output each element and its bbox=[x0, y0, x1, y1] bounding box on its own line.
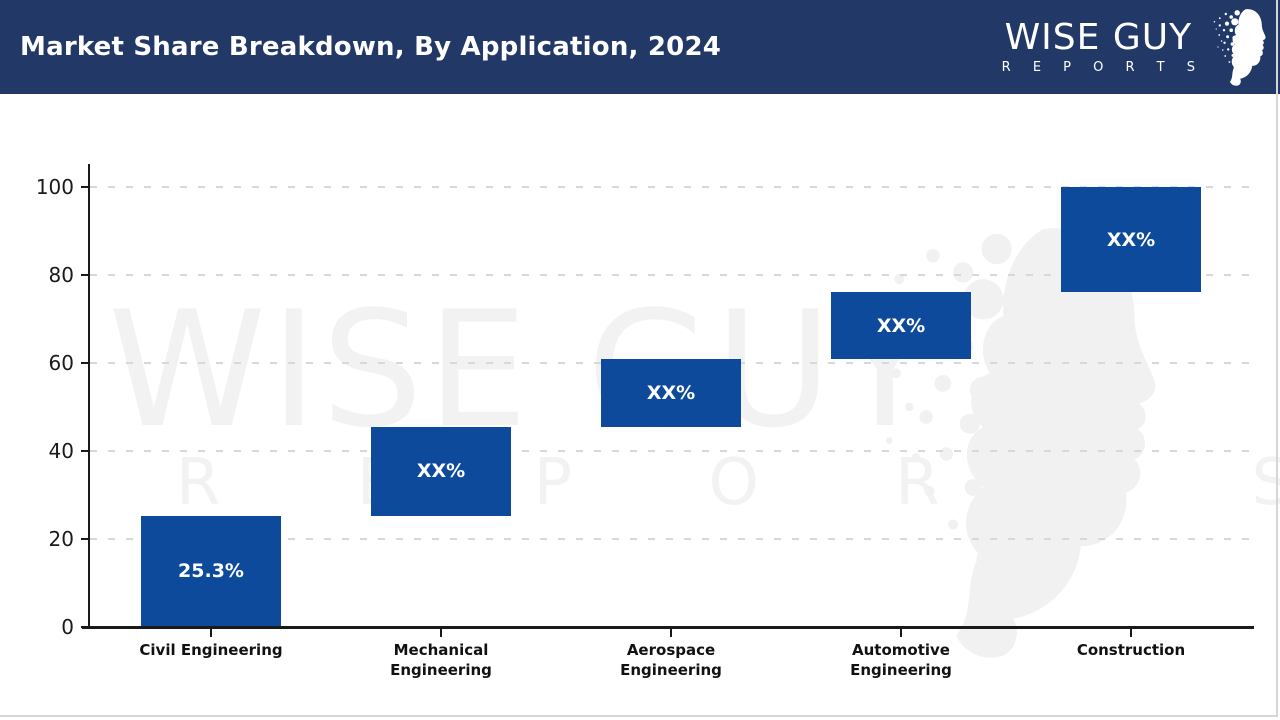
gridline-40 bbox=[90, 450, 1254, 452]
x-axis-line bbox=[82, 626, 1254, 629]
bar-segment: XX% bbox=[601, 359, 741, 427]
logo-name-text: WISE GUY bbox=[1004, 16, 1193, 58]
bar-segment: XX% bbox=[831, 292, 971, 360]
y-tick-label: 100 bbox=[35, 175, 74, 199]
category-label: Construction bbox=[1076, 641, 1186, 659]
x-tick-mark bbox=[1130, 629, 1132, 637]
x-tick-mark bbox=[210, 629, 212, 637]
category-label: Automotive Engineering bbox=[850, 641, 952, 679]
y-axis-line bbox=[88, 164, 90, 628]
y-tick-mark-100 bbox=[81, 186, 89, 188]
y-tick-mark-20 bbox=[81, 538, 89, 540]
bar-value-label: XX% bbox=[1106, 228, 1156, 251]
wiseguy-face-icon bbox=[1206, 8, 1266, 86]
bar-segment: 25.3% bbox=[141, 515, 281, 627]
category-label: Civil Engineering bbox=[139, 641, 283, 659]
bar-value-label: XX% bbox=[876, 314, 926, 337]
bar-segment: XX% bbox=[1061, 187, 1201, 293]
bar-segment: XX% bbox=[371, 426, 511, 516]
page-title: Market Share Breakdown, By Application, … bbox=[20, 32, 722, 62]
header-bar: Market Share Breakdown, By Application, … bbox=[0, 0, 1280, 94]
y-tick-label: 60 bbox=[48, 351, 74, 375]
waterfall-chart: WISE GUY R E P O R T S 0 20 40 60 80 100 25.3%… bbox=[0, 94, 1280, 720]
x-tick-mark bbox=[670, 629, 672, 637]
x-tick-mark bbox=[440, 629, 442, 637]
y-tick-mark-60 bbox=[81, 362, 89, 364]
y-tick-mark-0 bbox=[81, 626, 89, 628]
gridline-20 bbox=[90, 538, 1254, 540]
gridline-100 bbox=[90, 186, 1254, 188]
gridline-80 bbox=[90, 274, 1254, 276]
x-tick-mark bbox=[900, 629, 902, 637]
y-tick-label: 80 bbox=[48, 263, 74, 287]
category-label: Mechanical Engineering bbox=[390, 641, 492, 679]
y-tick-label: 40 bbox=[48, 439, 74, 463]
y-tick-label: 20 bbox=[48, 527, 74, 551]
y-tick-mark-40 bbox=[81, 450, 89, 452]
wiseguy-logo: WISE GUY R E P O R T S bbox=[993, 0, 1266, 94]
bar-value-label: XX% bbox=[646, 382, 696, 405]
watermark-name-text: WISE GUY bbox=[108, 276, 938, 463]
bar-value-label: 25.3% bbox=[178, 560, 244, 583]
y-tick-label: 0 bbox=[61, 615, 74, 639]
wiseguy-logo-text: WISE GUY R E P O R T S bbox=[993, 16, 1204, 75]
category-label: Aerospace Engineering bbox=[620, 641, 722, 679]
y-tick-mark-80 bbox=[81, 274, 89, 276]
bar-value-label: XX% bbox=[416, 460, 466, 483]
logo-reports-text: R E P O R T S bbox=[1001, 59, 1204, 75]
